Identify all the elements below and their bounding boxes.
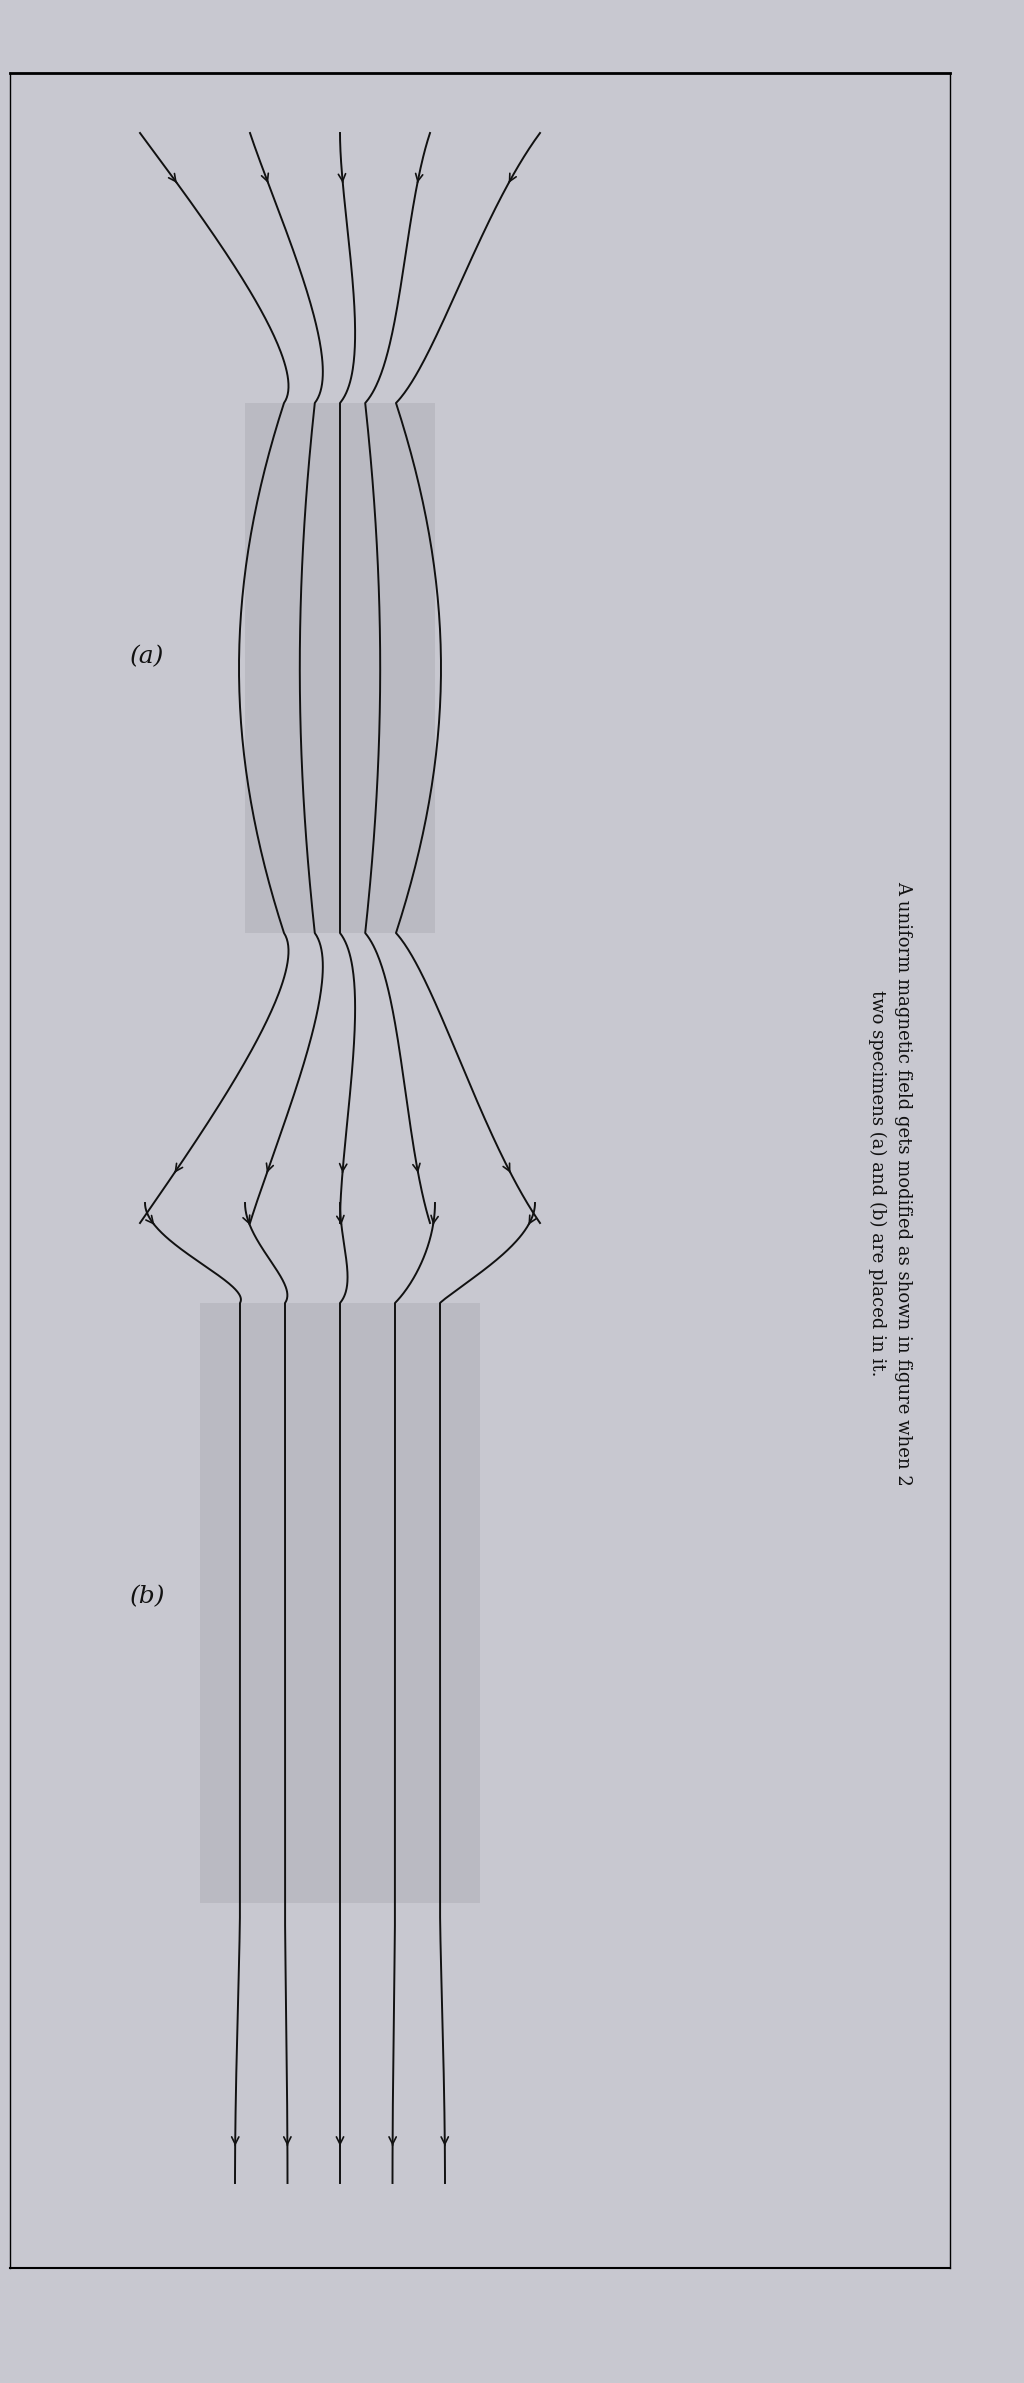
Text: (a): (a) <box>130 646 165 667</box>
Text: (b): (b) <box>130 1585 166 1609</box>
Bar <box>200 1304 480 1904</box>
Text: A uniform magnetic field gets modified as shown in figure when 2
two specimens (: A uniform magnetic field gets modified a… <box>868 882 911 1485</box>
Bar <box>245 403 435 934</box>
